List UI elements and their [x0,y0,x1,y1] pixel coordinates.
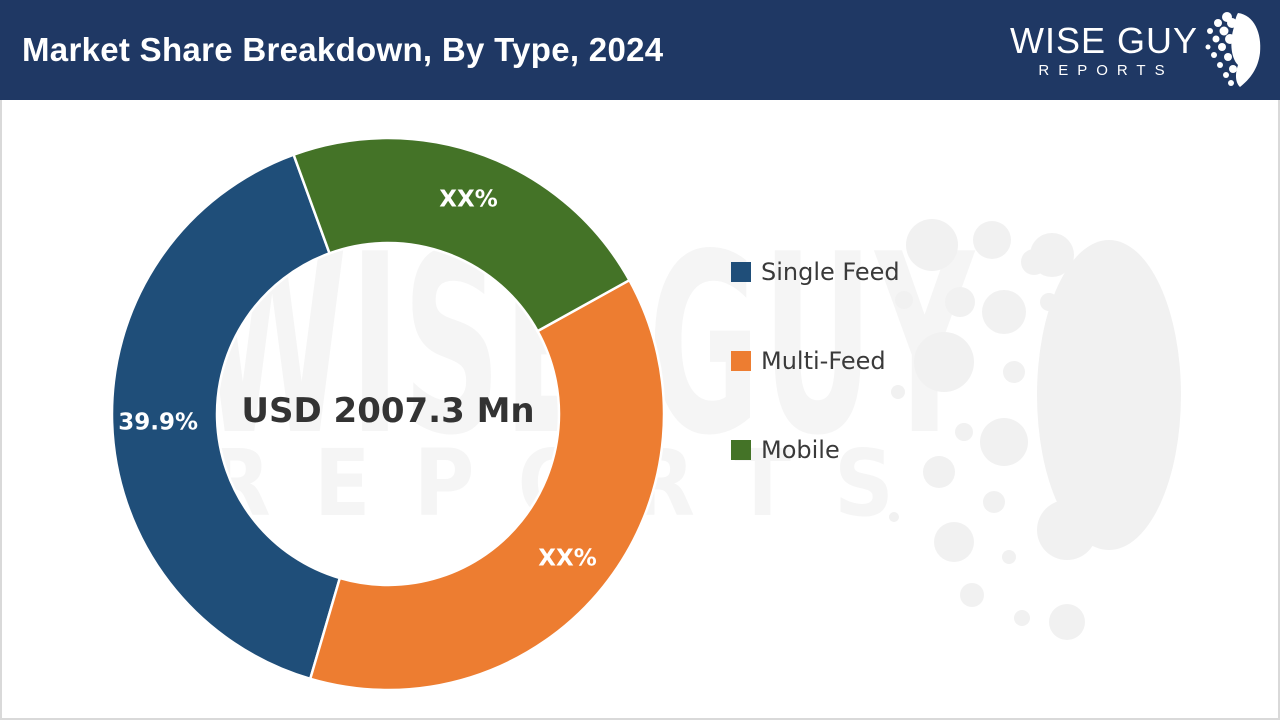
segment-label: XX% [439,187,498,213]
segment-single-feed [110,153,342,681]
watermark-face-pattern [889,219,1181,640]
legend-item-label: Multi-Feed [761,347,886,375]
wise-guy-logo: WISE GUY REPORTS [1010,9,1264,91]
chart-canvas: WISE GUY REPORTS 39.9%XX%XX% USD 2007.3 … [0,100,1280,720]
legend-swatch-mobile [731,440,751,460]
legend-item-single-feed: Single Feed [731,260,900,284]
page-title: Market Share Breakdown, By Type, 2024 [22,31,664,68]
legend-swatch-single-feed [731,262,751,282]
logo-face-icon [1205,12,1261,87]
legend-item-label: Single Feed [761,258,900,286]
segment-label: 39.9% [118,409,198,435]
logo-subtitle: REPORTS [1038,61,1174,79]
logo-text: WISE GUY REPORTS [1009,19,1198,79]
legend: Single Feed Multi-Feed Mobile [731,260,900,462]
legend-swatch-multi-feed [731,351,751,371]
legend-item-multi-feed: Multi-Feed [731,349,900,373]
segment-label: XX% [538,546,597,572]
segment-mobile [291,136,632,333]
legend-item-label: Mobile [761,436,840,464]
segment-multi-feed [308,278,666,692]
legend-item-mobile: Mobile [731,438,900,462]
donut-chart: 39.9% XX% XX% USD 2007.3 Mn [110,136,666,692]
center-value-label: USD 2007.3 Mn [241,391,534,431]
logo-name: WISE GUY [1009,19,1198,61]
header-bar: Market Share Breakdown, By Type, 2024 WI… [0,0,1280,100]
